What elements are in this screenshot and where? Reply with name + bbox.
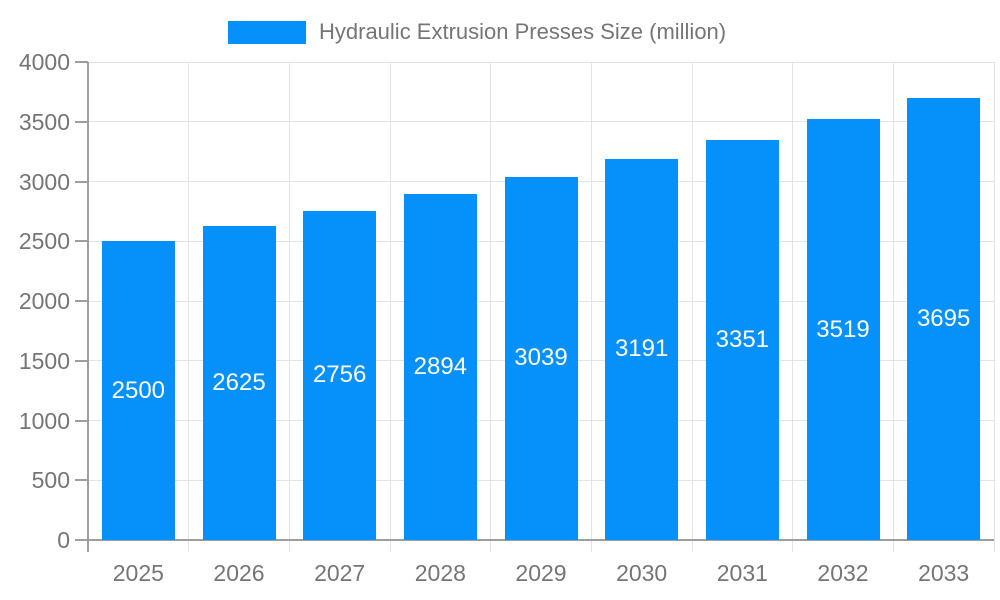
bar-value-label: 2894 [413,353,468,381]
y-axis-tick-label: 3000 [18,168,70,195]
x-axis-tick-label: 2029 [515,560,567,586]
bar[interactable]: 3695 [907,98,981,540]
v-gridline [792,62,794,552]
bar[interactable]: 3039 [504,176,578,540]
bar[interactable]: 3191 [605,158,679,540]
x-axis-tick-label: 2028 [414,560,466,586]
bar[interactable]: 2500 [101,241,175,540]
y-axis-tick-label: 2500 [18,228,70,255]
v-gridline [993,62,995,552]
legend-label: Hydraulic Extrusion Presses Size (millio… [319,19,727,44]
y-axis-tick [75,419,88,422]
v-gridline [288,62,290,552]
y-axis-tick-label: 500 [31,467,70,494]
x-axis-tick-label: 2030 [616,560,668,586]
y-axis-tick-label: 2000 [18,288,70,314]
bar[interactable]: 3351 [705,139,779,540]
bar-value-label: 3039 [514,344,568,372]
bar[interactable]: 2756 [303,210,377,540]
bar-value-label: 2756 [312,361,367,389]
y-axis-tick [75,479,88,482]
bar[interactable]: 3519 [806,119,880,540]
y-axis-tick [75,120,88,123]
legend-item[interactable]: Hydraulic Extrusion Presses Size (millio… [228,19,726,45]
x-axis-tick-label: 2031 [716,560,768,586]
bar[interactable]: 2894 [403,194,477,540]
x-axis-line [75,539,994,541]
bar[interactable]: 2625 [202,226,276,540]
h-gridline [88,121,994,123]
bar-value-label: 2625 [212,369,266,397]
bar-value-label: 3695 [916,305,971,333]
y-axis-tick [75,180,88,183]
y-axis-tick [75,359,88,362]
bar-value-label: 3351 [715,325,770,353]
y-axis-tick-label: 1000 [18,407,70,434]
h-gridline [88,61,994,63]
v-gridline [490,62,492,552]
y-axis-tick [75,240,88,243]
y-axis-tick-label: 0 [57,527,70,553]
bar-value-label: 3519 [816,315,870,343]
y-axis-tick [75,300,88,302]
v-gridline [590,62,592,552]
x-axis-tick-label: 2025 [112,560,164,586]
v-gridline [389,62,391,552]
x-axis-tick-label: 2026 [213,560,265,586]
bar-value-label: 2500 [111,376,166,404]
v-gridline [188,62,190,552]
legend-swatch [228,20,306,44]
y-axis-tick-label: 3500 [18,108,70,135]
y-axis-tick [75,61,88,63]
y-axis-tick-label: 4000 [18,49,70,75]
y-axis-tick-label: 1500 [18,347,70,374]
v-gridline [892,62,894,552]
bar-value-label: 3191 [614,335,669,363]
x-axis-tick-label: 2027 [314,560,366,586]
v-gridline [691,62,693,552]
x-axis-tick-label: 2032 [817,560,869,586]
y-axis-line [87,62,89,552]
x-axis-tick-label: 2033 [918,560,970,586]
